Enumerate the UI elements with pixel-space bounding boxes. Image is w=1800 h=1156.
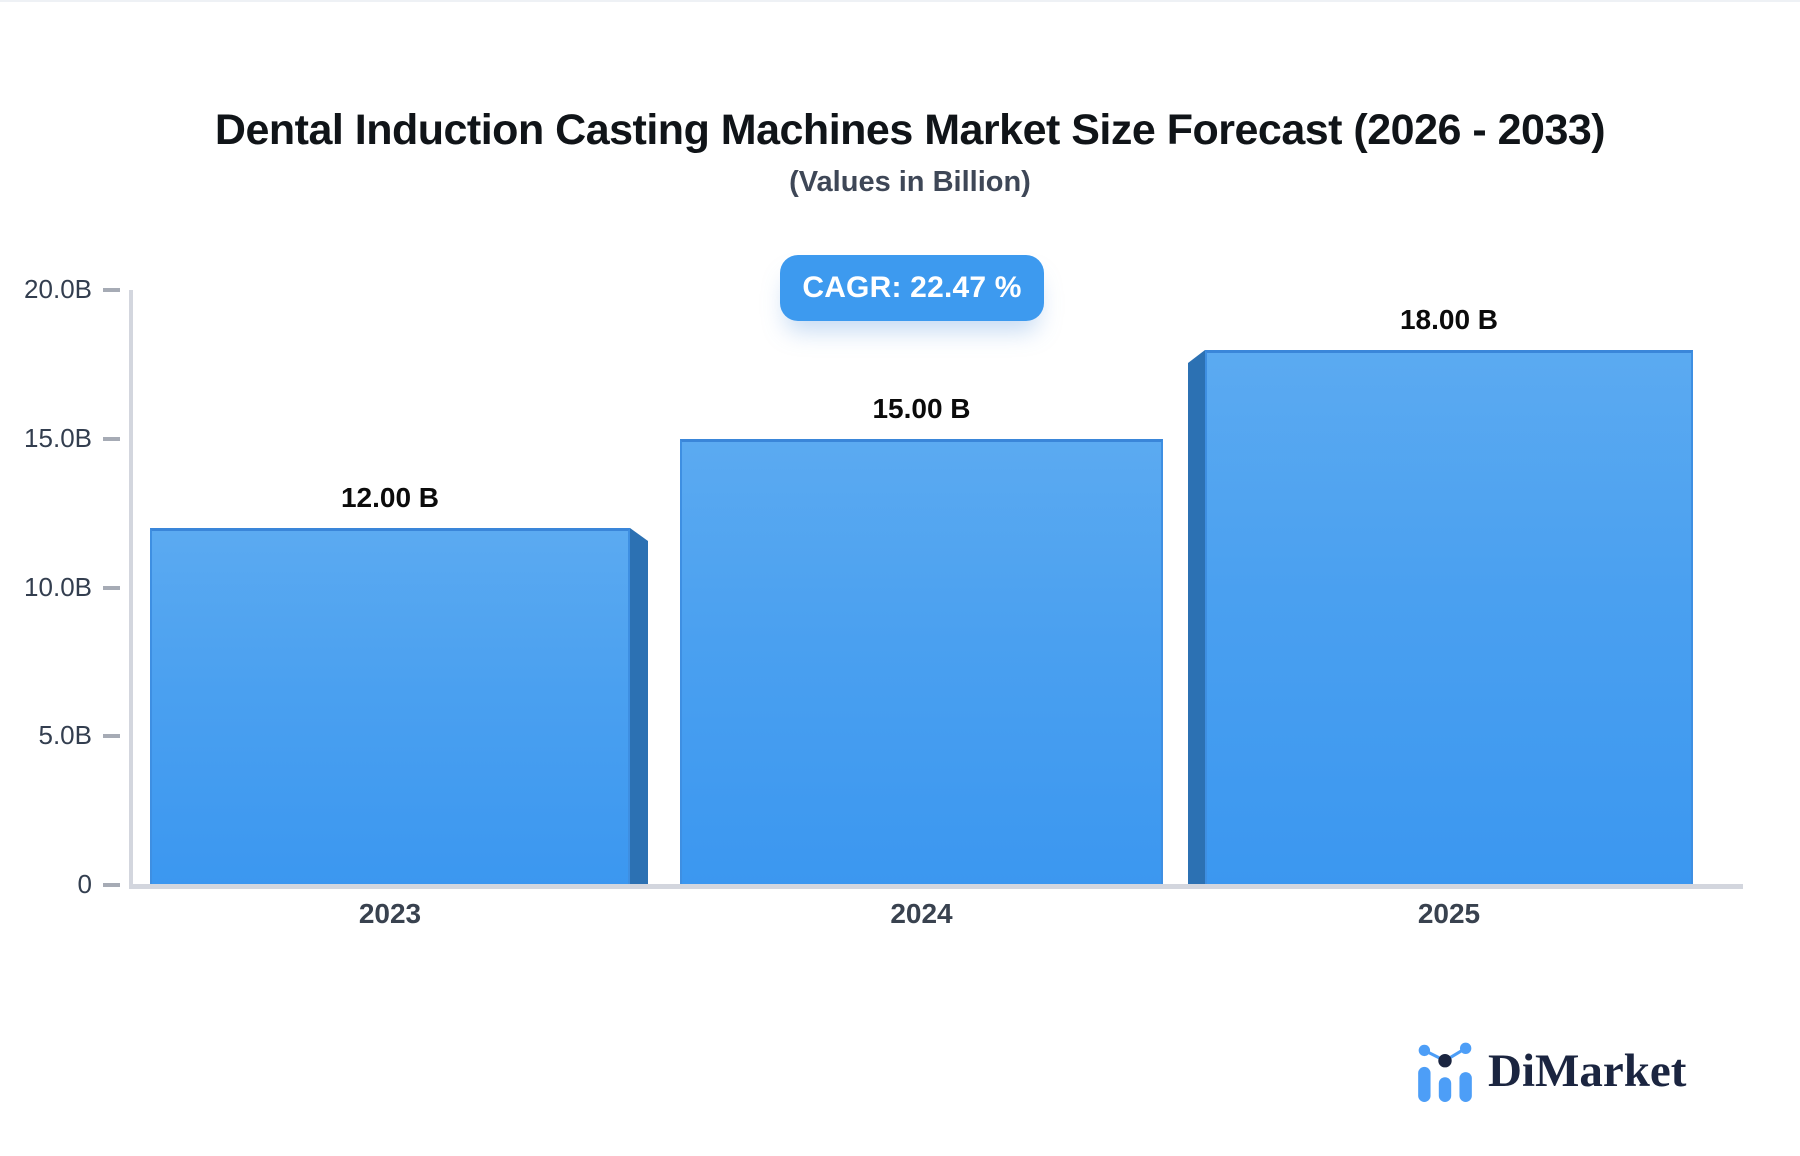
y-axis-tick (103, 436, 120, 441)
cagr-badge: CAGR: 22.47 % (780, 255, 1044, 321)
y-axis-line (129, 290, 133, 885)
bar[interactable] (680, 439, 1163, 887)
y-axis-tick-label: 0 (77, 869, 92, 899)
y-axis-tick-label: 15.0B (24, 422, 92, 453)
brand-logo: DiMarket (1416, 1038, 1686, 1102)
bar-value-label: 12.00 B (340, 482, 440, 513)
y-axis-tick-label: 20.0B (24, 274, 92, 304)
bar[interactable] (1205, 350, 1693, 887)
x-axis-label: 2023 (358, 898, 422, 929)
bar[interactable] (150, 528, 630, 887)
y-axis-tick-label: 10.0B (24, 571, 92, 602)
x-axis-label: 2025 (1417, 898, 1481, 929)
x-axis-line (129, 884, 1743, 889)
y-axis-tick (103, 585, 120, 590)
y-axis-tick (103, 288, 120, 292)
y-axis-tick (103, 883, 120, 887)
chart-title: Dental Induction Casting Machines Market… (214, 106, 1606, 154)
top-edge-divider (0, 0, 1800, 2)
bar-value-label: 18.00 B (1399, 304, 1499, 335)
bar-3d-side (630, 528, 648, 887)
brand-logo-text: DiMarket (1488, 1045, 1687, 1097)
chart-subtitle: (Values in Billion) (789, 166, 1031, 198)
bar-chart-logo-icon (1418, 1042, 1472, 1102)
y-axis-tick-label: 5.0B (38, 720, 93, 751)
bar-3d-side (1188, 350, 1205, 887)
cagr-badge-text: CAGR: 22.47 % (802, 271, 1022, 304)
bar-value-label: 15.00 B (872, 393, 971, 424)
x-axis-label: 2024 (890, 898, 953, 929)
y-axis-tick (103, 734, 120, 739)
